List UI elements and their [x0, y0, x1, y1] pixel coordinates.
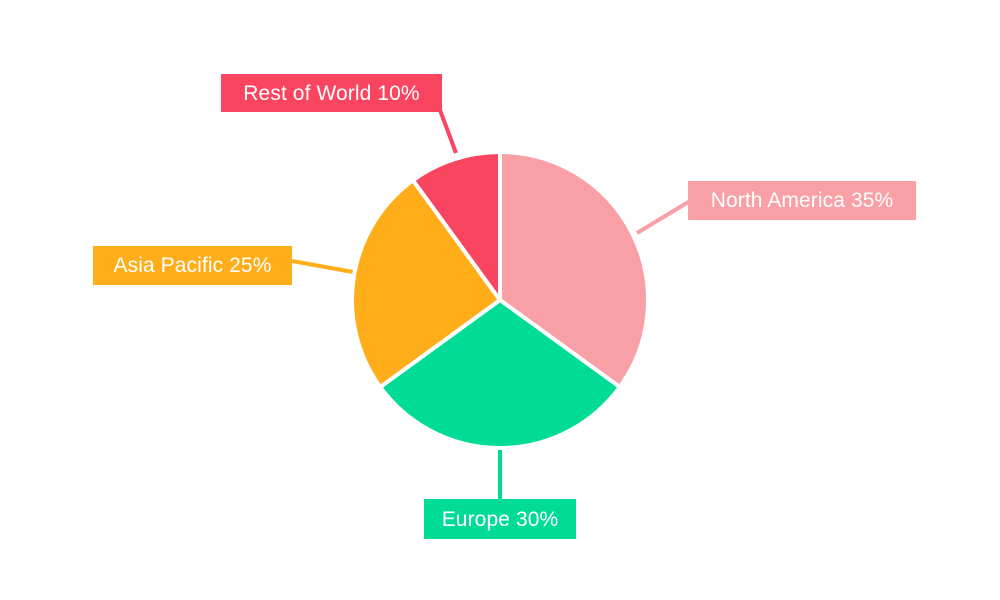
- pie-label-rest-of-world-text: Rest of World 10%: [243, 81, 420, 105]
- pie-slice-rest-of-world[interactable]: [411, 150, 502, 302]
- leader-line-north-america: [635, 199, 692, 235]
- pie-label-asia-pacific-text: Asia Pacific 25%: [113, 254, 272, 277]
- leader-line-asia-pacific: [291, 259, 354, 274]
- pie-slice-north-america[interactable]: [498, 150, 650, 389]
- pie-label-north-america[interactable]: North America 35%: [688, 181, 916, 220]
- pie-label-europe-text: Europe 30%: [441, 507, 559, 531]
- pie-label-north-america-text: North America 35%: [710, 189, 894, 212]
- pie-slice-asia-pacific[interactable]: [350, 178, 502, 389]
- pie-label-asia-pacific[interactable]: Asia Pacific 25%: [93, 246, 292, 285]
- pie-label-europe[interactable]: Europe 30%: [424, 499, 576, 539]
- pie-slice-group: [350, 150, 650, 450]
- leader-line-rest-of-world: [438, 109, 458, 154]
- pie-slice-europe[interactable]: [378, 298, 622, 450]
- pie-label-rest-of-world[interactable]: Rest of World 10%: [221, 74, 442, 112]
